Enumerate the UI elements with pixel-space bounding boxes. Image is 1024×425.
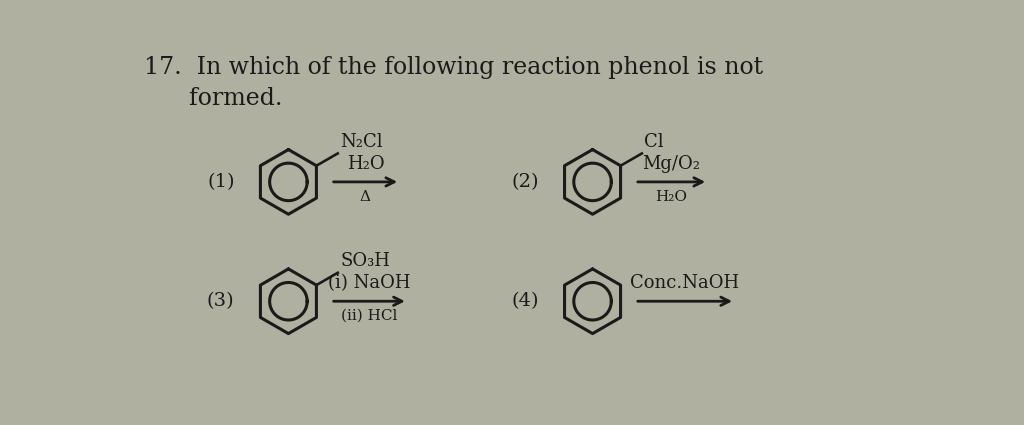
Text: H₂O: H₂O <box>346 155 384 173</box>
Text: (1): (1) <box>207 173 234 191</box>
Text: N₂Cl: N₂Cl <box>340 133 383 151</box>
Text: Δ: Δ <box>359 190 371 204</box>
Text: (i) NaOH: (i) NaOH <box>328 274 411 292</box>
Text: (2): (2) <box>511 173 539 191</box>
Text: H₂O: H₂O <box>655 190 687 204</box>
Text: Mg/O₂: Mg/O₂ <box>642 155 700 173</box>
Text: formed.: formed. <box>144 87 283 110</box>
Text: 17.  In which of the following reaction phenol is not: 17. In which of the following reaction p… <box>144 57 764 79</box>
Text: Conc.NaOH: Conc.NaOH <box>631 274 739 292</box>
Text: SO₃H: SO₃H <box>340 252 390 270</box>
Text: Cl: Cl <box>644 133 664 151</box>
Text: (4): (4) <box>511 292 539 310</box>
Text: (ii) HCl: (ii) HCl <box>341 309 397 323</box>
Text: (3): (3) <box>207 292 234 310</box>
